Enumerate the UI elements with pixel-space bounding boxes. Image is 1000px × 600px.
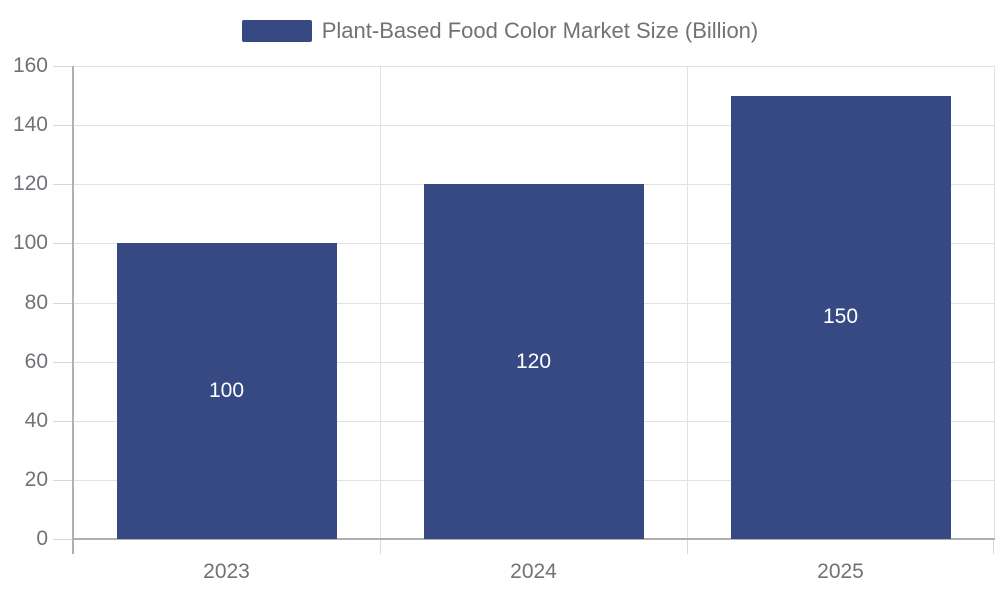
legend-label: Plant-Based Food Color Market Size (Bill… — [321, 18, 759, 43]
x-axis-tick — [380, 539, 381, 554]
y-axis-tick — [53, 66, 73, 67]
y-axis-tick — [53, 420, 73, 422]
y-axis-label: 100 — [12, 231, 48, 255]
y-axis-tick — [53, 302, 73, 304]
bar-2024[interactable] — [423, 184, 644, 539]
y-axis-label: 120 — [12, 172, 48, 196]
y-axis-label: 0 — [36, 527, 48, 550]
y-axis-tick — [53, 125, 73, 127]
x-gridline — [994, 66, 995, 539]
y-axis-label: 80 — [24, 290, 48, 314]
x-axis-label: 2024 — [510, 560, 557, 583]
y-gridline — [73, 66, 994, 67]
y-axis-tick — [53, 479, 73, 481]
y-axis-line — [72, 66, 74, 554]
bar-2023[interactable] — [116, 243, 337, 539]
bar-value-label: 120 — [515, 349, 552, 373]
x-axis-tick — [993, 539, 994, 554]
y-axis-label: 160 — [12, 54, 48, 77]
y-axis-label: 60 — [24, 349, 48, 373]
x-axis-label: 2023 — [203, 560, 250, 583]
x-gridline — [687, 66, 688, 539]
x-axis-label: 2025 — [817, 560, 864, 583]
x-axis-line — [72, 538, 995, 540]
y-axis-tick — [53, 184, 73, 186]
y-axis-tick — [53, 243, 73, 245]
y-axis-tick — [53, 539, 73, 540]
plot-area: 0 20 40 60 80 100 120 140 160 100 2023 120 2024 150 20… — [13, 54, 995, 583]
y-axis-tick — [53, 361, 73, 363]
legend[interactable]: Plant-Based Food Color Market Size (Bill… — [0, 18, 1000, 44]
x-axis-tick — [687, 539, 688, 554]
y-axis-label: 40 — [24, 408, 48, 432]
y-axis-label: 140 — [12, 113, 48, 137]
bar-2025[interactable] — [730, 95, 951, 539]
y-axis-label: 20 — [24, 467, 48, 491]
bar-value-label: 150 — [822, 305, 859, 329]
y-gridline — [73, 125, 994, 127]
legend-swatch — [241, 20, 312, 42]
bar-value-label: 100 — [208, 379, 245, 403]
x-gridline — [380, 66, 381, 539]
